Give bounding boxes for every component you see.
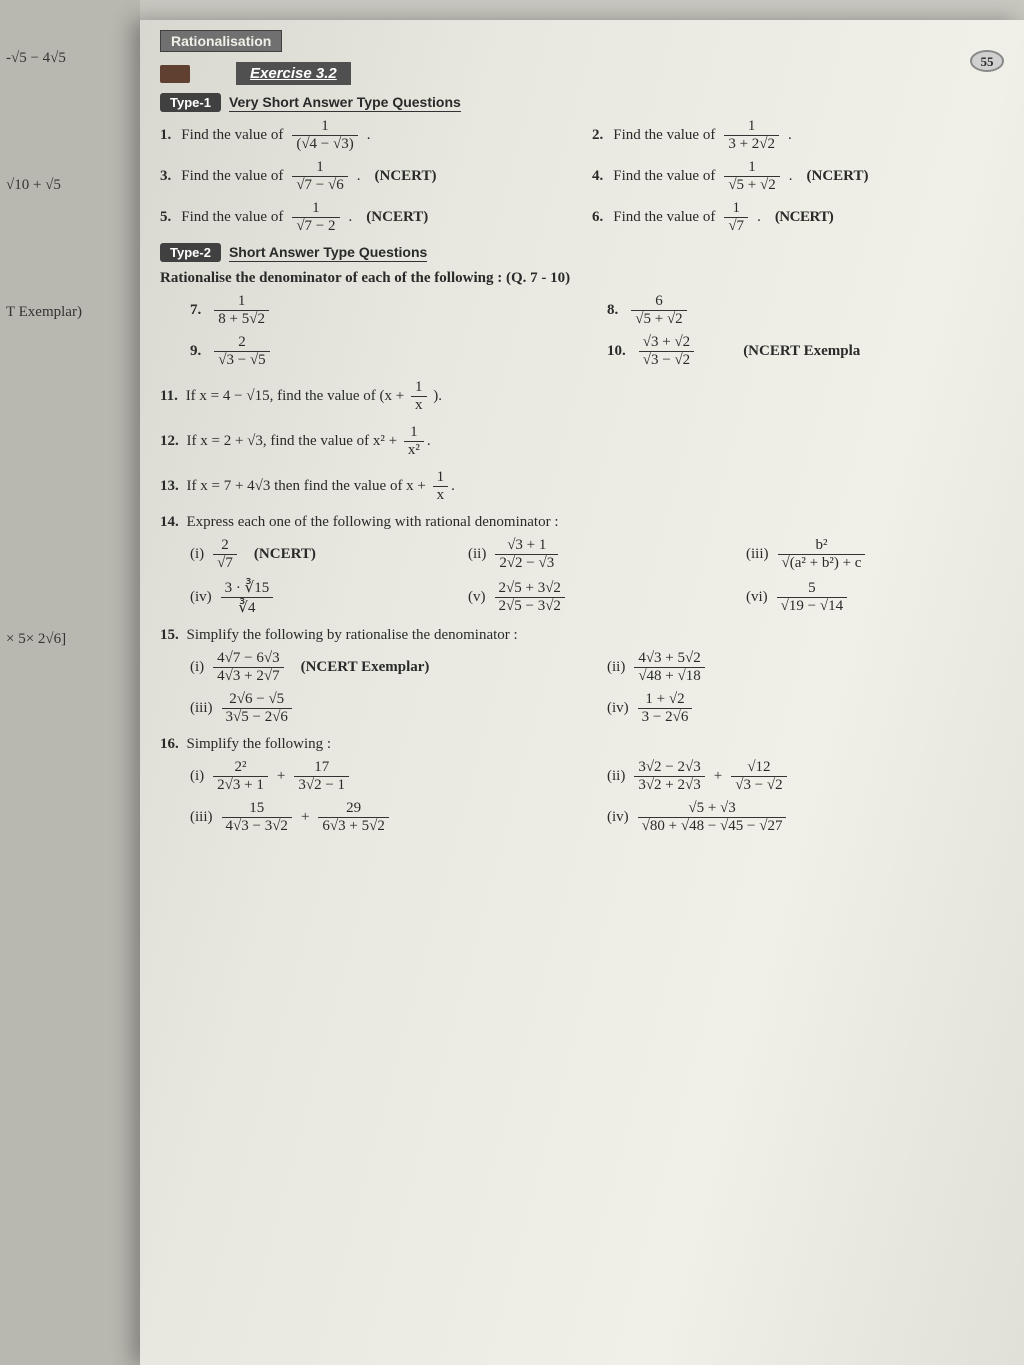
exercise-heading: Exercise 3.2 [236,62,351,85]
q-text: Find the value of [181,127,283,144]
page-content: Rationalisation 55 Exercise 3.2 Type-1 V… [140,20,1024,1365]
margin-note: √10 + √5 [6,177,134,194]
margin-note: × 5× 2√6] [6,631,134,648]
question-row: 5. Find the value of 1√7 − 2. (NCERT) 6.… [160,200,1024,235]
q-text: Find the value of [613,127,715,144]
left-margin-notes: -√5 − 4√5 √10 + √5 T Exemplar) × 5× 2√6] [0,0,140,1365]
ncert-tag: (NCERT) [375,168,437,185]
chapter-title: Rationalisation [160,30,282,52]
type1-title: Very Short Answer Type Questions [229,94,461,112]
page-number: 55 [970,50,1004,72]
question: 11. If x = 4 − √15, find the value of (x… [160,379,1024,414]
instruction: Rationalise the denominator of each of t… [160,270,1024,287]
type2-tag: Type-2 [160,243,221,262]
type1-tag: Type-1 [160,93,221,112]
ncert-exemplar-tag: (NCERT Exempla [743,343,860,360]
q-number: 2. [592,127,603,144]
question-row: 1. Find the value of 1(√4 − √3). 2. Find… [160,118,1024,153]
question-row: 3. Find the value of 1√7 − √6. (NCERT) 4… [160,159,1024,194]
margin-note: T Exemplar) [6,304,134,321]
q-number: 1. [160,127,171,144]
book-icon [160,65,190,83]
type2-title: Short Answer Type Questions [229,244,427,262]
ncert-tag: (NCERT) [807,168,869,185]
margin-note: -√5 − 4√5 [6,50,134,67]
